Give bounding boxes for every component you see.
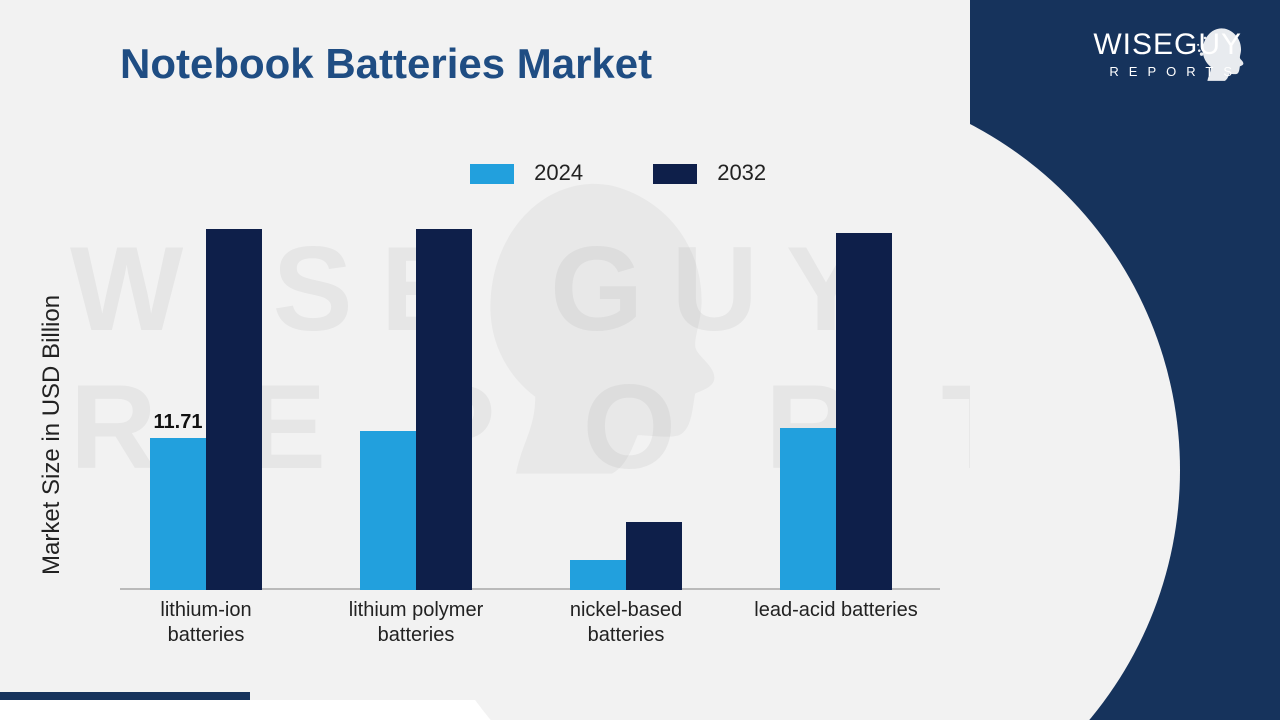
bar [206, 229, 262, 590]
bar [626, 522, 682, 590]
bar-group [150, 229, 280, 590]
x-axis-label: lithium polymer batteries [331, 598, 501, 648]
y-axis-label: Market Size in USD Billion [38, 295, 66, 575]
value-label: 11.71 [154, 411, 203, 434]
legend-item: 2024 [470, 160, 583, 186]
legend-item: 2032 [653, 160, 766, 186]
bar [780, 428, 836, 591]
legend-swatch-2024 [470, 164, 514, 184]
bar [150, 438, 206, 590]
legend-swatch-2032 [653, 164, 697, 184]
bar-group [570, 522, 700, 590]
x-axis-label: lead-acid batteries [751, 598, 921, 623]
bar [416, 229, 472, 590]
bar-group [780, 233, 910, 591]
bar [360, 431, 416, 590]
legend-label: 2024 [534, 160, 583, 185]
chart-title: Notebook Batteries Market [120, 40, 652, 88]
legend-label: 2032 [717, 160, 766, 185]
plot-area: 11.71 [120, 200, 940, 590]
brand-head-icon [1190, 24, 1248, 82]
brand-panel [970, 0, 1280, 720]
x-axis-label: nickel-based batteries [541, 598, 711, 648]
bar-group [360, 229, 490, 590]
bar [570, 560, 626, 590]
footer-accent-bar [0, 692, 250, 700]
bar [836, 233, 892, 591]
chart-panel: WISE GUY R E P O R T S Notebook Batterie… [0, 0, 970, 700]
brand-logo: WISEGUY REPORTS [1093, 28, 1242, 79]
legend: 2024 2032 [470, 160, 766, 186]
x-axis-label: lithium-ion batteries [121, 598, 291, 648]
